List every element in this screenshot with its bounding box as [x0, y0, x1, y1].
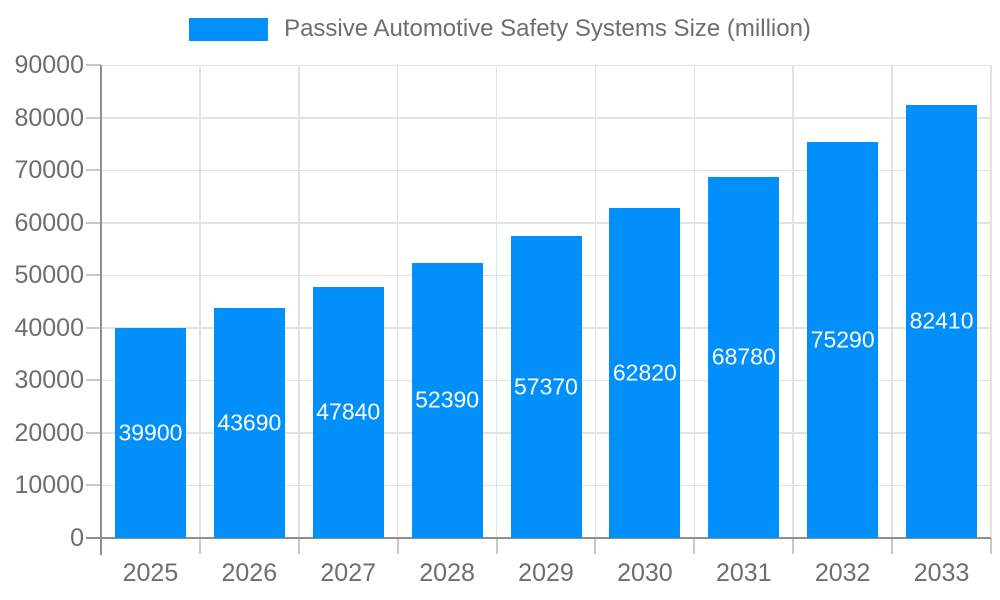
h-gridline	[101, 64, 991, 66]
legend-label: Passive Automotive Safety Systems Size (…	[284, 15, 811, 42]
bar[interactable]: 39900	[114, 328, 186, 538]
x-axis-label: 2026	[221, 559, 278, 587]
x-axis-tick	[396, 538, 399, 554]
bar[interactable]: 82410	[906, 104, 978, 538]
x-axis-tick	[693, 538, 696, 554]
y-axis-label: 50000	[14, 261, 84, 290]
v-gridline	[396, 65, 399, 538]
bar[interactable]: 68780	[708, 176, 780, 538]
x-axis-tick	[198, 538, 201, 554]
h-gridline	[101, 222, 991, 224]
bar-value-label: 39900	[118, 419, 183, 446]
y-axis-tick	[86, 484, 101, 487]
x-axis-tick	[594, 538, 597, 554]
x-axis-tick	[297, 538, 300, 554]
y-axis-tick	[86, 274, 101, 277]
legend-swatch-icon	[189, 17, 269, 41]
v-gridline	[891, 65, 893, 538]
x-axis-line	[86, 537, 991, 539]
v-gridline	[298, 65, 300, 538]
v-gridline	[199, 65, 201, 538]
x-axis-label: 2031	[715, 559, 772, 587]
h-gridline	[101, 169, 991, 172]
y-axis-label: 30000	[14, 366, 84, 395]
y-axis-label: 80000	[14, 103, 84, 132]
x-axis-label: 2028	[419, 559, 475, 587]
bar-value-label: 75290	[810, 326, 875, 353]
v-gridline	[990, 65, 992, 538]
bar[interactable]: 52390	[411, 262, 483, 538]
x-axis-tick	[495, 538, 498, 554]
bar-value-label: 52390	[415, 386, 480, 413]
y-axis-tick	[86, 116, 101, 119]
bar-value-label: 43690	[217, 409, 282, 436]
bar[interactable]: 43690	[213, 308, 285, 538]
y-axis-label: 40000	[14, 313, 84, 342]
y-axis-tick	[86, 221, 101, 224]
bar[interactable]: 75290	[807, 142, 879, 538]
y-axis-line	[100, 65, 102, 555]
y-axis-tick	[86, 326, 101, 329]
v-gridline	[594, 65, 597, 538]
y-axis-label: 10000	[14, 471, 84, 500]
y-axis-label: 20000	[14, 418, 84, 447]
y-axis-tick	[86, 64, 101, 66]
y-axis-label: 70000	[14, 156, 84, 185]
v-gridline	[495, 65, 498, 538]
bar[interactable]: 57370	[510, 236, 582, 538]
y-axis-label: 0	[70, 524, 84, 552]
x-axis-label: 2032	[814, 559, 871, 587]
x-axis-label: 2027	[320, 559, 377, 587]
x-axis-tick	[891, 538, 894, 554]
x-axis-tick	[990, 538, 992, 554]
bar-value-label: 82410	[909, 307, 974, 334]
x-axis-tick	[792, 538, 795, 554]
v-gridline	[792, 65, 794, 538]
legend: Passive Automotive Safety Systems Size (…	[0, 15, 1000, 43]
legend-item[interactable]: Passive Automotive Safety Systems Size (…	[189, 15, 811, 43]
y-axis-label: 90000	[14, 51, 84, 79]
bar-value-label: 57370	[514, 373, 578, 400]
x-axis-label: 2030	[617, 559, 673, 587]
v-gridline	[693, 65, 696, 538]
h-gridline	[101, 117, 991, 119]
bar[interactable]: 47840	[312, 286, 384, 538]
x-axis-label: 2029	[518, 559, 574, 587]
y-axis-tick	[86, 379, 101, 382]
y-axis-label: 60000	[14, 208, 84, 237]
bar-value-label: 68780	[711, 343, 776, 370]
y-axis-tick	[86, 431, 101, 434]
bar[interactable]: 62820	[609, 207, 681, 538]
bar-value-label: 62820	[612, 359, 677, 386]
x-axis-label: 2033	[913, 559, 970, 587]
bar-value-label: 47840	[316, 398, 381, 425]
x-axis-label: 2025	[122, 559, 179, 587]
y-axis-tick	[86, 169, 101, 172]
